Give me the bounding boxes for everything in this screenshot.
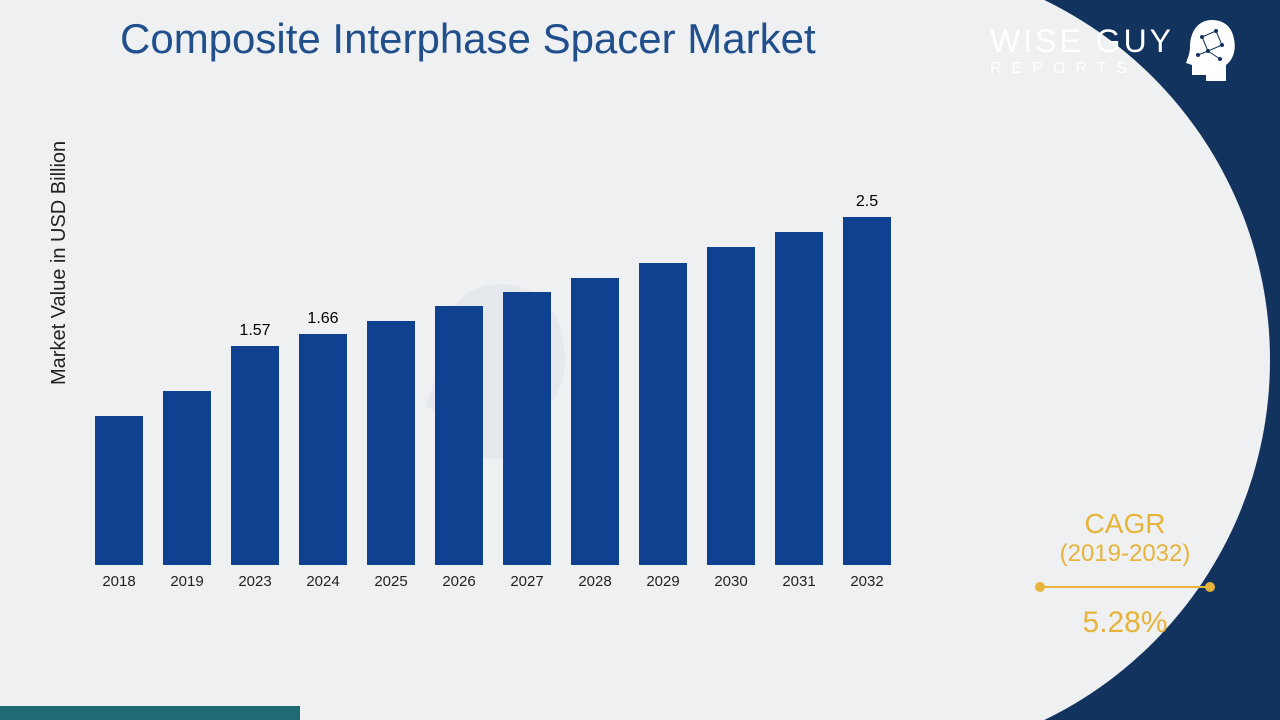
bar-value-label: 1.66 [307,310,338,328]
bar-wrap [163,391,211,565]
bar [775,232,823,565]
bar-wrap [95,416,143,565]
x-tick-label: 2032 [843,573,891,590]
bottom-accent-bar [0,706,300,720]
logo-main-text: WISE GUY [990,23,1174,60]
bar [503,292,551,565]
cagr-range: (2019-2032) [1030,540,1220,568]
bar-wrap [571,278,619,565]
x-tick-label: 2025 [367,573,415,590]
head-network-icon [1182,15,1242,85]
bar [707,247,755,565]
bar [367,321,415,565]
x-tick-label: 2027 [503,573,551,590]
bar-value-label: 2.5 [856,193,878,211]
bar [571,278,619,565]
bar [435,306,483,565]
bar [95,416,143,565]
x-axis-labels: 2018 2019 2023 2024 2025 2026 2027 2028 2029 2030… [95,573,905,590]
x-tick-label: 2019 [163,573,211,590]
logo-sub-text: REPORTS [990,60,1174,78]
x-tick-label: 2031 [775,573,823,590]
bars-container: 1.57 1.66 2.5 [95,175,905,565]
bar [231,346,279,565]
x-tick-label: 2028 [571,573,619,590]
cagr-divider [1040,586,1210,588]
bar [299,334,347,565]
bar [163,391,211,565]
cagr-block: CAGR (2019-2032) 5.28% [1030,508,1220,640]
bar-wrap: 1.57 [231,346,279,565]
bar-wrap: 1.66 [299,334,347,565]
x-tick-label: 2029 [639,573,687,590]
x-tick-label: 2024 [299,573,347,590]
x-tick-label: 2023 [231,573,279,590]
bar-wrap [639,263,687,565]
bar [843,217,891,565]
chart-title: Composite Interphase Spacer Market [120,15,816,63]
bar-wrap [435,306,483,565]
y-axis-label: Market Value in USD Billion [48,141,71,385]
chart-area: 1.571.662.5 2018201920232024202520262027… [95,155,905,585]
chart-canvas: Composite Interphase Spacer Market WISE … [0,0,1280,720]
bar-wrap [775,232,823,565]
x-tick-label: 2030 [707,573,755,590]
x-tick-label: 2018 [95,573,143,590]
bar-wrap [503,292,551,565]
logo: WISE GUY REPORTS [990,15,1260,85]
bar-value-label: 1.57 [239,322,270,340]
bar-wrap [707,247,755,565]
cagr-value: 5.28% [1030,606,1220,640]
x-tick-label: 2026 [435,573,483,590]
bar-wrap [367,321,415,565]
bar-wrap: 2.5 [843,217,891,565]
cagr-title: CAGR [1030,508,1220,540]
bar [639,263,687,565]
